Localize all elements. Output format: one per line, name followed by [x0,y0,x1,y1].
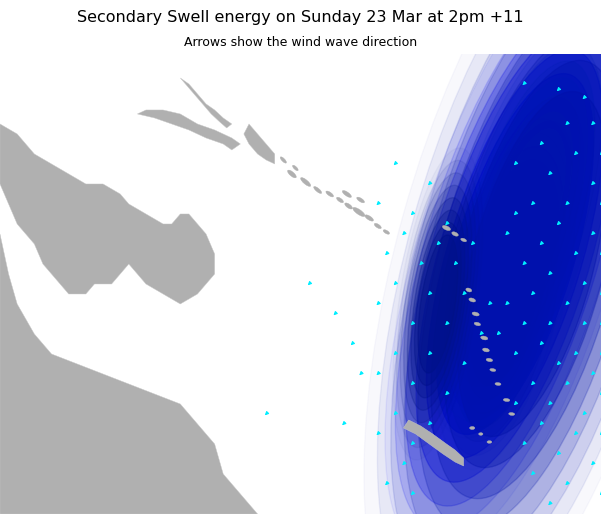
Ellipse shape [391,0,601,514]
Ellipse shape [448,146,565,442]
Text: Secondary Swell energy on Sunday 23 Mar at 2pm +11: Secondary Swell energy on Sunday 23 Mar … [77,10,524,25]
Ellipse shape [445,44,601,404]
Polygon shape [244,124,275,164]
Ellipse shape [431,29,601,499]
Ellipse shape [293,165,298,171]
Ellipse shape [503,398,510,401]
Ellipse shape [416,26,601,482]
Ellipse shape [418,0,601,514]
Ellipse shape [374,224,381,229]
Ellipse shape [453,61,595,387]
Ellipse shape [300,177,311,187]
Ellipse shape [345,203,352,209]
Ellipse shape [483,129,565,319]
Polygon shape [180,78,232,128]
Ellipse shape [415,223,462,386]
Ellipse shape [365,215,373,221]
Ellipse shape [487,440,492,443]
Ellipse shape [458,91,601,436]
Ellipse shape [466,288,472,292]
Ellipse shape [437,74,593,434]
Ellipse shape [460,78,587,370]
Polygon shape [0,234,258,514]
Ellipse shape [508,413,514,415]
Ellipse shape [457,121,573,387]
Ellipse shape [427,50,601,458]
Ellipse shape [353,208,365,216]
Ellipse shape [404,0,601,514]
Ellipse shape [468,95,580,353]
Ellipse shape [397,160,479,448]
Ellipse shape [452,232,459,236]
Ellipse shape [383,230,389,234]
Ellipse shape [438,27,601,421]
Text: Arrows show the wind wave direction: Arrows show the wind wave direction [184,35,417,49]
Ellipse shape [385,0,601,514]
Ellipse shape [481,336,488,340]
Ellipse shape [407,198,468,410]
Ellipse shape [400,173,475,435]
Ellipse shape [337,197,343,203]
Ellipse shape [465,188,548,399]
Ellipse shape [314,187,322,193]
Polygon shape [403,420,463,466]
Ellipse shape [474,322,481,326]
Ellipse shape [454,160,559,428]
Ellipse shape [476,216,537,372]
Ellipse shape [326,191,334,197]
Ellipse shape [490,369,496,372]
Polygon shape [138,110,240,150]
Ellipse shape [471,203,543,386]
Ellipse shape [486,358,493,362]
Ellipse shape [418,235,458,373]
Ellipse shape [472,312,479,316]
Ellipse shape [461,238,466,242]
Ellipse shape [287,170,296,178]
Ellipse shape [406,2,601,506]
Ellipse shape [343,191,352,197]
Ellipse shape [460,174,554,414]
Ellipse shape [469,427,475,430]
Ellipse shape [357,197,364,203]
Polygon shape [0,124,215,304]
Ellipse shape [475,112,573,336]
Ellipse shape [404,185,472,423]
Ellipse shape [443,133,570,455]
Ellipse shape [377,0,601,514]
Ellipse shape [280,157,287,163]
Ellipse shape [442,226,451,230]
Ellipse shape [411,210,465,398]
Ellipse shape [483,348,489,352]
Ellipse shape [444,60,601,468]
Ellipse shape [469,298,475,302]
Ellipse shape [478,433,483,435]
Ellipse shape [447,98,583,411]
Ellipse shape [495,382,501,386]
Ellipse shape [395,0,601,514]
